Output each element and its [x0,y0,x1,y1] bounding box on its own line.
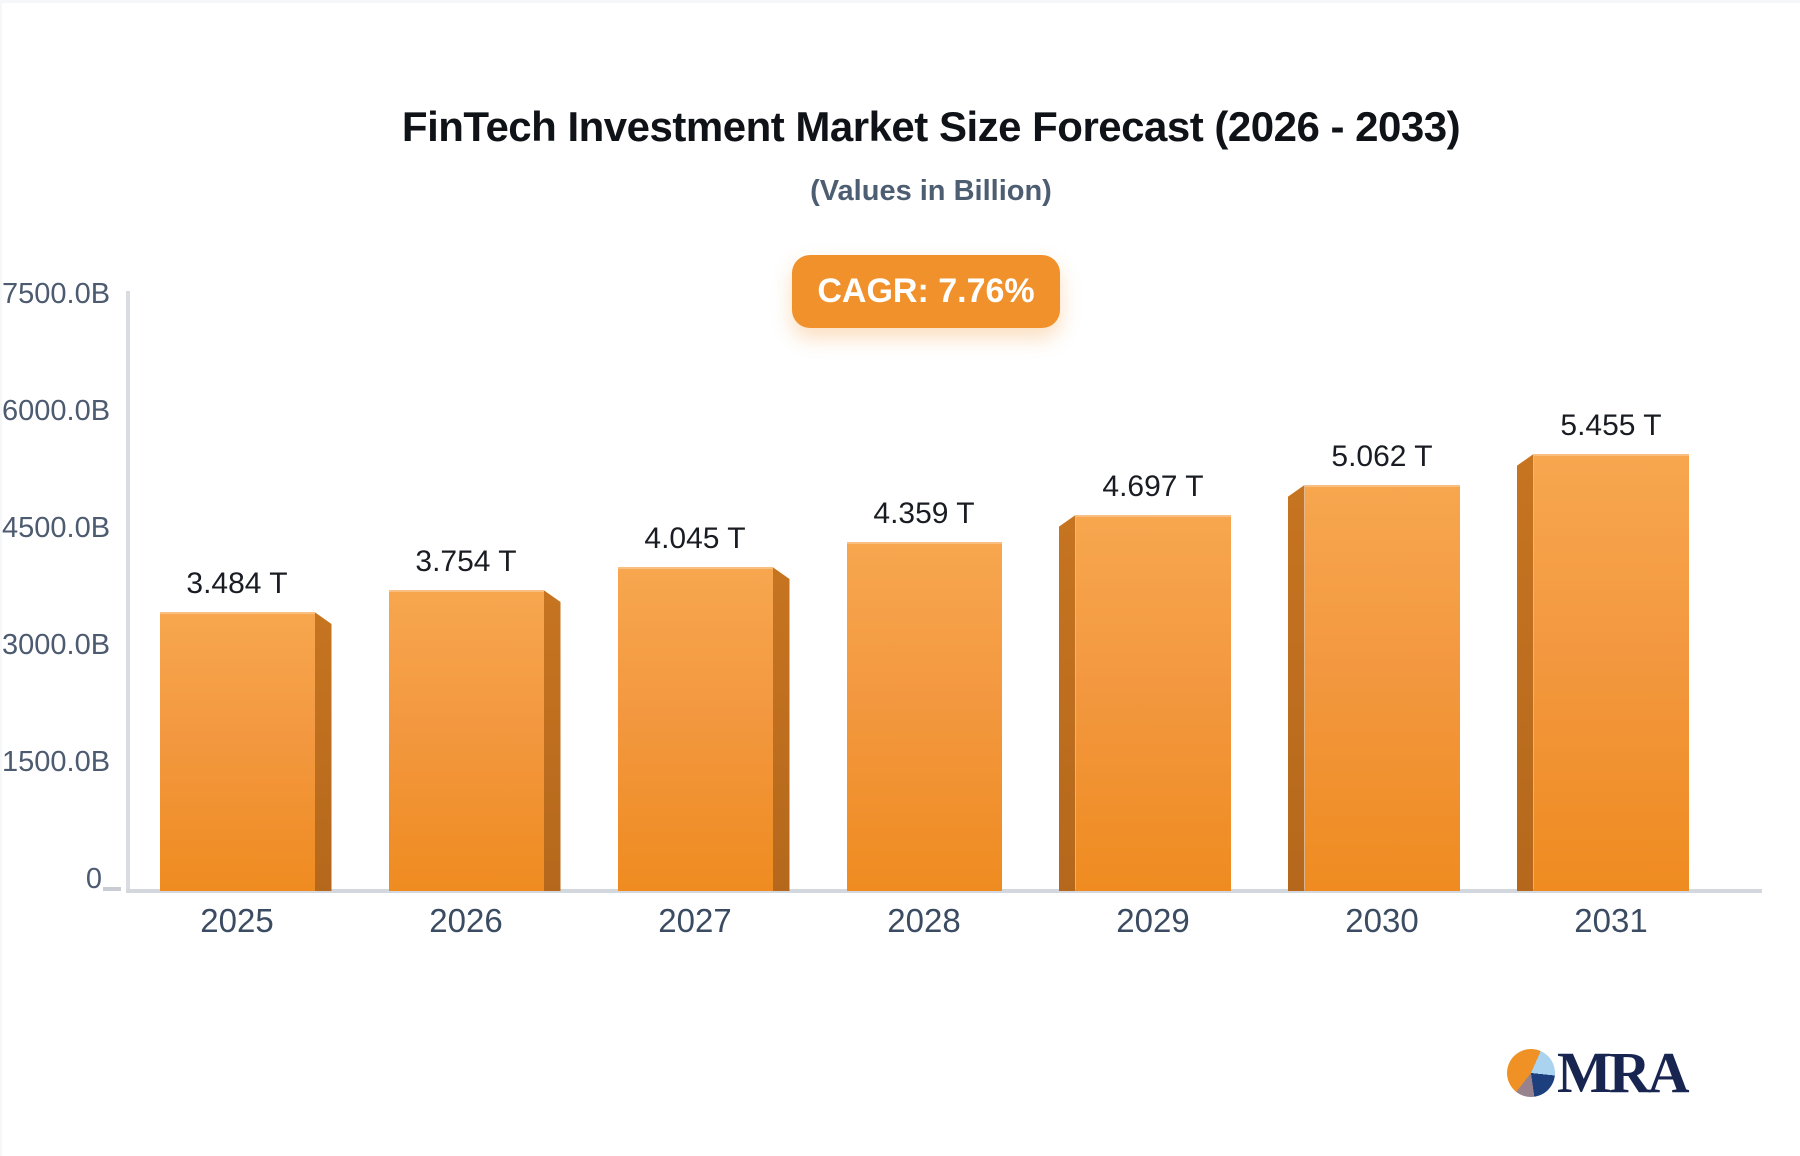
cagr-badge-label: CAGR: 7.76% [817,272,1035,310]
bar-value-label-2029: 4.697 T [1102,470,1204,503]
pie-chart-logo-icon [1507,1049,1555,1097]
cagr-badge: CAGR: 7.76% [792,255,1060,328]
x-tick-label-2025: 2025 [200,902,274,939]
chart-title: FinTech Investment Market Size Forecast … [401,103,1461,150]
bar-value-label-2025: 3.484 T [186,567,288,600]
y-tick-label: 0 [85,863,102,895]
x-tick-label-2027: 2027 [658,902,732,939]
bar-side-2025 [314,612,332,891]
x-tick-label-2028: 2028 [887,902,961,939]
y-tick-label: 7500.0B [2,278,111,310]
x-tick-label-2029: 2029 [1116,902,1190,939]
bar-side-2029 [1058,515,1076,891]
x-tick-label-2030: 2030 [1345,902,1419,939]
bar-value-label-2027: 4.045 T [644,522,746,555]
zero-tick-mark [103,887,121,891]
bar-2027 [617,567,773,891]
x-tick-label-2031: 2031 [1574,902,1648,939]
bar-value-label-2031: 5.455 T [1560,409,1662,442]
bar-2030 [1304,485,1460,891]
bar-side-2026 [543,590,561,891]
chart-subtitle: (Values in Billion) [810,175,1052,207]
bar-value-label-2030: 5.062 T [1331,440,1433,473]
logo-text: MRA [1557,1040,1690,1105]
y-tick-label: 1500.0B [2,746,111,778]
y-tick-label: 3000.0B [2,629,111,661]
bar-2029 [1075,515,1231,891]
bar-side-2030 [1287,485,1305,891]
x-tick-label-2026: 2026 [429,902,503,939]
bar-side-2031 [1516,454,1534,891]
y-axis-line [126,291,130,891]
bar-side-2027 [772,567,790,891]
y-tick-label: 6000.0B [2,395,111,427]
bar-2025 [159,612,315,891]
bar-2026 [388,590,544,891]
y-tick-label: 4500.0B [2,512,111,544]
mra-logo: MRA [1507,1040,1690,1105]
bar-2028 [846,542,1002,891]
x-axis-baseline [126,889,1762,893]
bar-2031 [1533,454,1689,891]
bar-value-label-2026: 3.754 T [415,545,517,578]
bar-value-label-2028: 4.359 T [873,497,975,530]
